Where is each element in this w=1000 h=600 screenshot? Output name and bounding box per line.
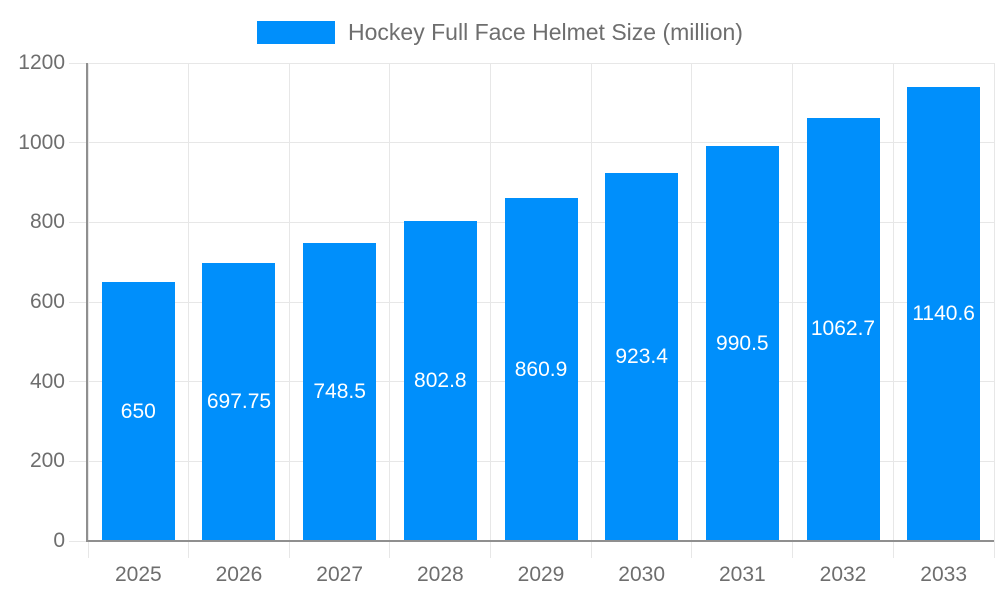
y-axis-label-0: 0 xyxy=(53,529,65,552)
v-gridline-5 xyxy=(590,63,592,558)
v-gridline-2 xyxy=(288,63,290,558)
h-gridline-1200 xyxy=(69,62,994,64)
x-axis-label-2033: 2033 xyxy=(920,563,968,586)
bar-value-label-2033: 1140.6 xyxy=(912,301,975,325)
bar-2033: 1140.6 xyxy=(907,86,981,541)
bar-value-label-2026: 697.75 xyxy=(206,390,272,414)
x-axis-label-2025: 2025 xyxy=(114,563,162,586)
bar-value-label-2029: 860.9 xyxy=(514,357,568,381)
bar-value-label-2032: 1062.7 xyxy=(810,317,876,341)
y-tick-0 xyxy=(69,540,88,542)
legend[interactable]: Hockey Full Face Helmet Size (million) xyxy=(0,19,1000,46)
x-axis-label-2031: 2031 xyxy=(718,563,766,586)
bar-2031: 990.5 xyxy=(705,146,779,541)
y-axis-label-400: 400 xyxy=(29,369,65,393)
bar-2025: 650 xyxy=(101,282,175,541)
bar-2029: 860.9 xyxy=(504,198,578,541)
bar-2032: 1062.7 xyxy=(806,117,880,541)
v-gridline-3 xyxy=(389,63,391,558)
bar-value-label-2030: 923.4 xyxy=(615,345,668,369)
x-axis-label-2030: 2030 xyxy=(618,563,666,586)
bar-2028: 802.8 xyxy=(403,221,477,541)
v-gridline-6 xyxy=(691,63,693,558)
y-axis-line xyxy=(86,63,88,541)
bar-value-label-2025: 650 xyxy=(120,399,156,423)
bar-value-label-2028: 802.8 xyxy=(414,369,467,393)
v-gridline-0 xyxy=(87,63,89,558)
v-gridline-7 xyxy=(792,63,794,558)
v-gridline-4 xyxy=(490,63,492,558)
x-axis-label-2028: 2028 xyxy=(416,563,464,586)
y-axis-label-800: 800 xyxy=(29,210,65,234)
y-axis-label-1000: 1000 xyxy=(18,130,65,154)
bar-2026: 697.75 xyxy=(202,263,276,541)
legend-label: Hockey Full Face Helmet Size (million) xyxy=(348,19,743,45)
h-gridline-1000 xyxy=(69,142,994,144)
x-axis-label-2026: 2026 xyxy=(215,563,263,586)
x-axis-line xyxy=(86,540,994,542)
bar-2030: 923.4 xyxy=(605,173,679,541)
y-axis-label-600: 600 xyxy=(29,290,65,313)
v-gridline-1 xyxy=(188,63,190,558)
v-gridline-9 xyxy=(993,63,995,558)
bar-value-label-2027: 748.5 xyxy=(313,379,366,403)
y-axis-label-200: 200 xyxy=(29,449,65,473)
legend-swatch-icon xyxy=(257,21,336,44)
y-axis-label-1200: 1200 xyxy=(18,51,65,74)
x-axis-label-2029: 2029 xyxy=(517,563,565,586)
bar-value-label-2031: 990.5 xyxy=(716,331,769,355)
v-gridline-8 xyxy=(892,63,894,558)
x-axis-label-2032: 2032 xyxy=(819,563,867,586)
x-axis-label-2027: 2027 xyxy=(316,563,364,586)
plot-area: 0 200 400 600 800 1000 1200 650 2025 697.75 2026 74… xyxy=(18,51,995,586)
bar-2027: 748.5 xyxy=(303,242,377,541)
